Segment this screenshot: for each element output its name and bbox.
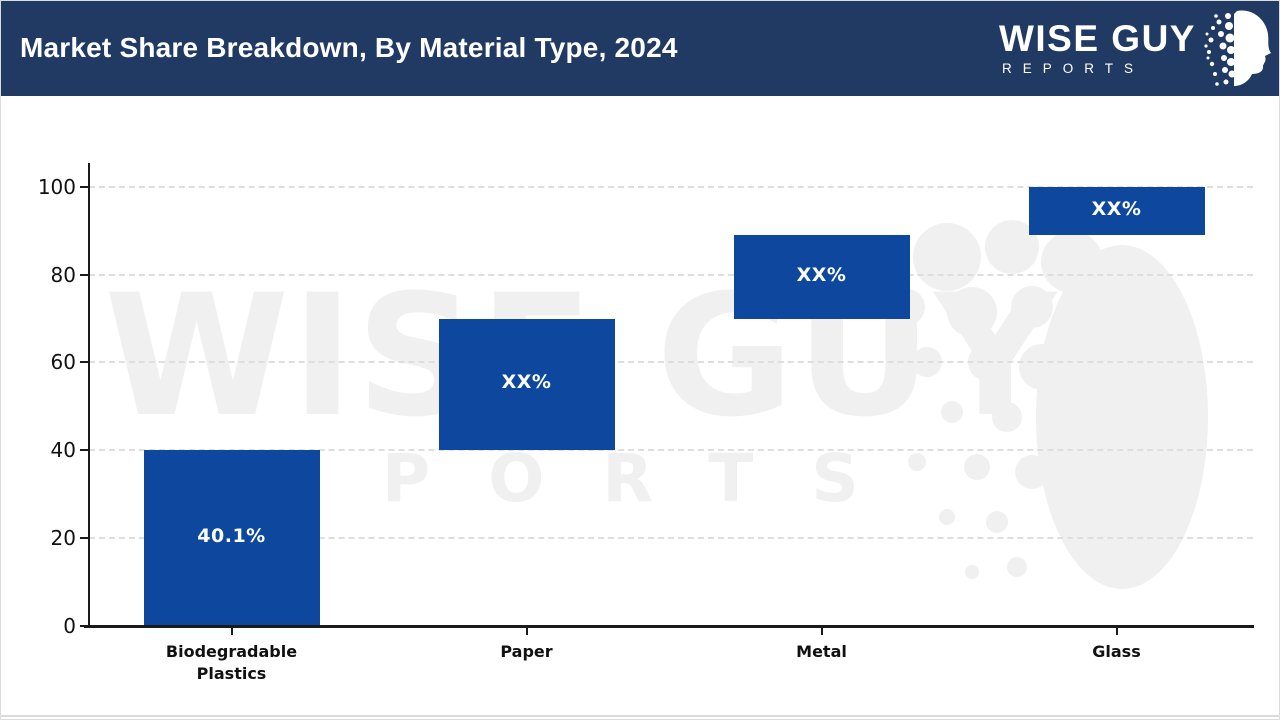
brand-subtitle: REPORTS — [1001, 61, 1144, 76]
bar-glass — [1028, 187, 1205, 236]
gridline-100 — [89, 186, 1253, 188]
x-category-label: Biodegradable Plastics — [165, 642, 298, 683]
brand-logo-text: WISE GUY REPORTS — [998, 18, 1196, 77]
bar-value-label: XX% — [1091, 198, 1142, 221]
chart-title: Market Share Breakdown, By Material Type… — [20, 32, 678, 63]
footer-divider — [0, 715, 1280, 717]
x-tick — [1115, 628, 1118, 635]
gridline-20 — [89, 536, 1253, 539]
y-tick-label-60: 60 — [50, 350, 76, 375]
x-tick — [230, 628, 233, 635]
y-tick-label-100: 100 — [37, 175, 76, 199]
bar-metal — [733, 235, 910, 319]
x-category-label: Metal — [796, 642, 847, 661]
y-tick-label-80: 80 — [50, 262, 76, 287]
bar-paper — [438, 318, 615, 450]
y-tick-40 — [80, 449, 88, 452]
bar-biodegradable-plastics — [143, 449, 320, 626]
brand-head-icon — [1204, 10, 1271, 87]
x-tick — [525, 628, 528, 635]
gridline-40 — [89, 449, 1253, 452]
x-tick — [820, 628, 823, 635]
y-tick-80 — [80, 273, 88, 276]
y-tick-label-0: 0 — [63, 613, 76, 638]
gridline-80 — [89, 273, 1253, 276]
bar-value-label: 40.1% — [197, 524, 266, 547]
y-tick-60 — [80, 361, 88, 364]
brand-name: WISE GUY — [998, 18, 1196, 59]
x-axis-line — [84, 625, 1254, 628]
y-axis-line — [88, 163, 90, 627]
header-bar: Market Share Breakdown, By Material Type… — [0, 0, 1280, 96]
bar-value-label: XX% — [501, 371, 552, 394]
brand-logo: WISE GUY REPORTS — [999, 0, 1280, 96]
bar-value-label: XX% — [796, 263, 847, 286]
x-category-label: Paper — [500, 642, 553, 661]
y-tick-label-40: 40 — [50, 438, 76, 463]
x-category-label: Glass — [1092, 642, 1141, 661]
y-tick-20 — [80, 536, 88, 539]
y-tick-label-20: 20 — [50, 525, 76, 550]
gridline-60 — [89, 361, 1253, 364]
y-tick-100 — [80, 186, 88, 188]
